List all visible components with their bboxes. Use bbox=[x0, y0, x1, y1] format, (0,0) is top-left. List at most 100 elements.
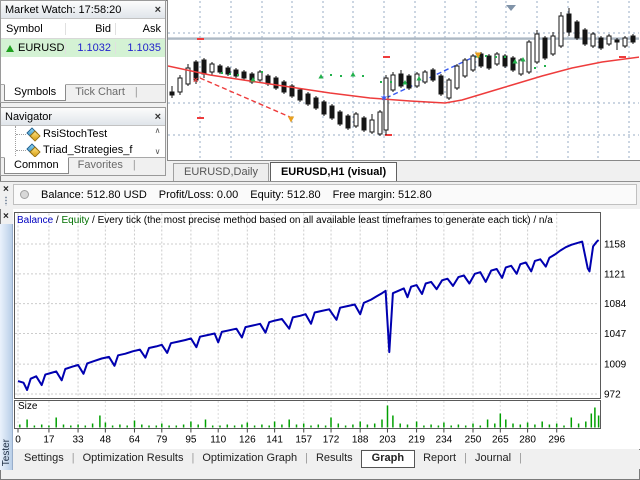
symbol-name: EURUSD bbox=[18, 42, 65, 54]
svg-text:172: 172 bbox=[323, 435, 340, 446]
svg-text:234: 234 bbox=[436, 435, 453, 446]
tab-separator: | bbox=[519, 452, 522, 464]
tab-results[interactable]: Results bbox=[315, 452, 353, 464]
market-watch-panel: Market Watch: 17:58:20 × Symbol Bid Ask … bbox=[0, 0, 166, 103]
price-chart[interactable]: ★× bbox=[167, 0, 640, 159]
column-ask[interactable]: Ask bbox=[115, 22, 165, 35]
equity-text: Equity: 512.80 bbox=[250, 188, 321, 201]
svg-text:17: 17 bbox=[43, 435, 55, 446]
market-watch-titlebar[interactable]: Market Watch: 17:58:20 × bbox=[1, 1, 165, 19]
svg-text:126: 126 bbox=[239, 435, 256, 446]
chart-tab-bar: EURUSD,Daily EURUSD,H1 (visual) bbox=[167, 161, 640, 181]
price-up-arrow-icon bbox=[6, 44, 14, 52]
profit-loss-text: Profit/Loss: 0.00 bbox=[158, 188, 239, 201]
ask-value: 1.1035 bbox=[115, 42, 165, 54]
scroll-down-icon[interactable]: ∨ bbox=[154, 147, 161, 156]
tab-separator: | bbox=[132, 159, 136, 171]
svg-text:1084: 1084 bbox=[604, 299, 627, 310]
tab-report[interactable]: Report bbox=[423, 452, 457, 464]
tab-separator: | bbox=[191, 452, 195, 464]
tester-toolbar: × Balance: 512.80 USD Profit/Loss: 0.00 … bbox=[0, 182, 640, 209]
svg-text:×: × bbox=[193, 75, 198, 85]
tab-optimization-graph[interactable]: Optimization Graph bbox=[202, 452, 298, 464]
navigator-title: Navigator bbox=[5, 110, 53, 123]
close-icon[interactable]: × bbox=[3, 211, 9, 222]
navigator-scrollbar[interactable]: ∧ ∨ bbox=[151, 126, 164, 156]
tab-optimization-results[interactable]: Optimization Results bbox=[82, 452, 184, 464]
tester-tab-bar: Settings | Optimization Results | Optimi… bbox=[13, 450, 640, 469]
tester-graph[interactable]: 1158 1121 1084 1047 1009 972 0 17 33 48 64 79 95 110 1… bbox=[13, 209, 640, 449]
tree-item-label: RsiStochTest bbox=[43, 128, 108, 140]
svg-text:203: 203 bbox=[379, 435, 396, 446]
toolbar-grip-handle[interactable] bbox=[4, 196, 9, 206]
tree-item-label: Triad_Strategies_f bbox=[43, 144, 133, 156]
symbol-cell: EURUSD bbox=[1, 42, 65, 54]
svg-text:64: 64 bbox=[129, 435, 141, 446]
navigator-titlebar[interactable]: Navigator × bbox=[1, 108, 165, 126]
tester-panel-strip[interactable]: Tester bbox=[0, 224, 13, 470]
svg-text:265: 265 bbox=[492, 435, 509, 446]
close-icon[interactable]: × bbox=[3, 184, 9, 195]
svg-text:79: 79 bbox=[156, 435, 168, 446]
svg-text:972: 972 bbox=[604, 389, 621, 400]
market-watch-header-row: Symbol Bid Ask bbox=[1, 19, 165, 39]
close-icon[interactable]: × bbox=[154, 110, 161, 123]
tester-graph-area[interactable]: 1158 1121 1084 1047 1009 972 0 17 33 48 64 79 95 110 1… bbox=[13, 209, 640, 449]
svg-text:296: 296 bbox=[548, 435, 565, 446]
svg-text:250: 250 bbox=[465, 435, 482, 446]
tester-splitter[interactable] bbox=[0, 181, 640, 182]
expert-advisor-icon bbox=[26, 127, 41, 142]
bid-value: 1.1032 bbox=[65, 42, 115, 54]
svg-text:33: 33 bbox=[72, 435, 84, 446]
market-watch-title: Market Watch: 17:58:20 bbox=[5, 3, 122, 16]
svg-text:48: 48 bbox=[100, 435, 112, 446]
scroll-up-icon[interactable]: ∧ bbox=[154, 126, 161, 135]
expert-advisor-icon bbox=[26, 143, 41, 158]
free-margin-text: Free margin: 512.80 bbox=[332, 188, 432, 201]
navigator-panel: Navigator × RsiStochTest Triad_Strategie… bbox=[0, 107, 166, 176]
tab-graph[interactable]: Graph bbox=[360, 450, 416, 468]
column-symbol[interactable]: Symbol bbox=[6, 22, 43, 35]
close-icon[interactable]: × bbox=[154, 3, 161, 16]
svg-text:219: 219 bbox=[408, 435, 425, 446]
svg-text:95: 95 bbox=[185, 435, 197, 446]
tab-common[interactable]: Common bbox=[4, 157, 69, 174]
tab-separator: | bbox=[464, 452, 467, 464]
svg-text:280: 280 bbox=[519, 435, 536, 446]
svg-text:1121: 1121 bbox=[604, 269, 626, 280]
balance-text: Balance: 512.80 USD bbox=[41, 188, 147, 201]
svg-text:0: 0 bbox=[15, 435, 21, 446]
svg-text:141: 141 bbox=[266, 435, 283, 446]
tab-settings[interactable]: Settings bbox=[24, 452, 64, 464]
tab-separator: | bbox=[71, 452, 75, 464]
tab-separator: | bbox=[305, 452, 308, 464]
tree-connector bbox=[16, 133, 26, 135]
navigator-tree: RsiStochTest Triad_Strategies_f bbox=[1, 126, 165, 158]
tab-favorites[interactable]: Favorites bbox=[77, 159, 123, 171]
tab-separator: | bbox=[134, 86, 138, 98]
tester-panel-label: Tester bbox=[1, 438, 12, 466]
status-dot-icon bbox=[20, 190, 29, 199]
tree-item-rsistochtest[interactable]: RsiStochTest bbox=[1, 126, 165, 142]
tester-status-field: Balance: 512.80 USD Profit/Loss: 0.00 Eq… bbox=[13, 184, 637, 205]
svg-text:110: 110 bbox=[210, 435, 226, 446]
tree-connector bbox=[16, 149, 26, 151]
column-bid[interactable]: Bid bbox=[65, 22, 115, 35]
tree-item-triad-strategies[interactable]: Triad_Strategies_f bbox=[1, 142, 165, 158]
symbol-row-eurusd[interactable]: EURUSD 1.1032 1.1035 bbox=[1, 39, 165, 57]
navigator-tabs: Common Favorites | bbox=[1, 157, 165, 175]
tab-symbols[interactable]: Symbols bbox=[4, 84, 67, 101]
svg-text:157: 157 bbox=[295, 435, 312, 446]
tab-eurusd-daily[interactable]: EURUSD,Daily bbox=[173, 163, 269, 181]
svg-text:1009: 1009 bbox=[604, 360, 627, 371]
svg-text:1158: 1158 bbox=[604, 240, 626, 251]
tab-tick-chart[interactable]: Tick Chart bbox=[75, 86, 125, 98]
tab-journal[interactable]: Journal bbox=[474, 452, 512, 464]
svg-text:1047: 1047 bbox=[604, 329, 627, 340]
svg-text:★: ★ bbox=[380, 93, 388, 103]
tab-eurusd-h1-visual[interactable]: EURUSD,H1 (visual) bbox=[269, 162, 398, 181]
market-watch-tabs: Symbols Tick Chart | bbox=[1, 84, 165, 102]
tree-guide-line bbox=[15, 126, 16, 156]
chart-window[interactable]: ★ × bbox=[167, 0, 640, 161]
